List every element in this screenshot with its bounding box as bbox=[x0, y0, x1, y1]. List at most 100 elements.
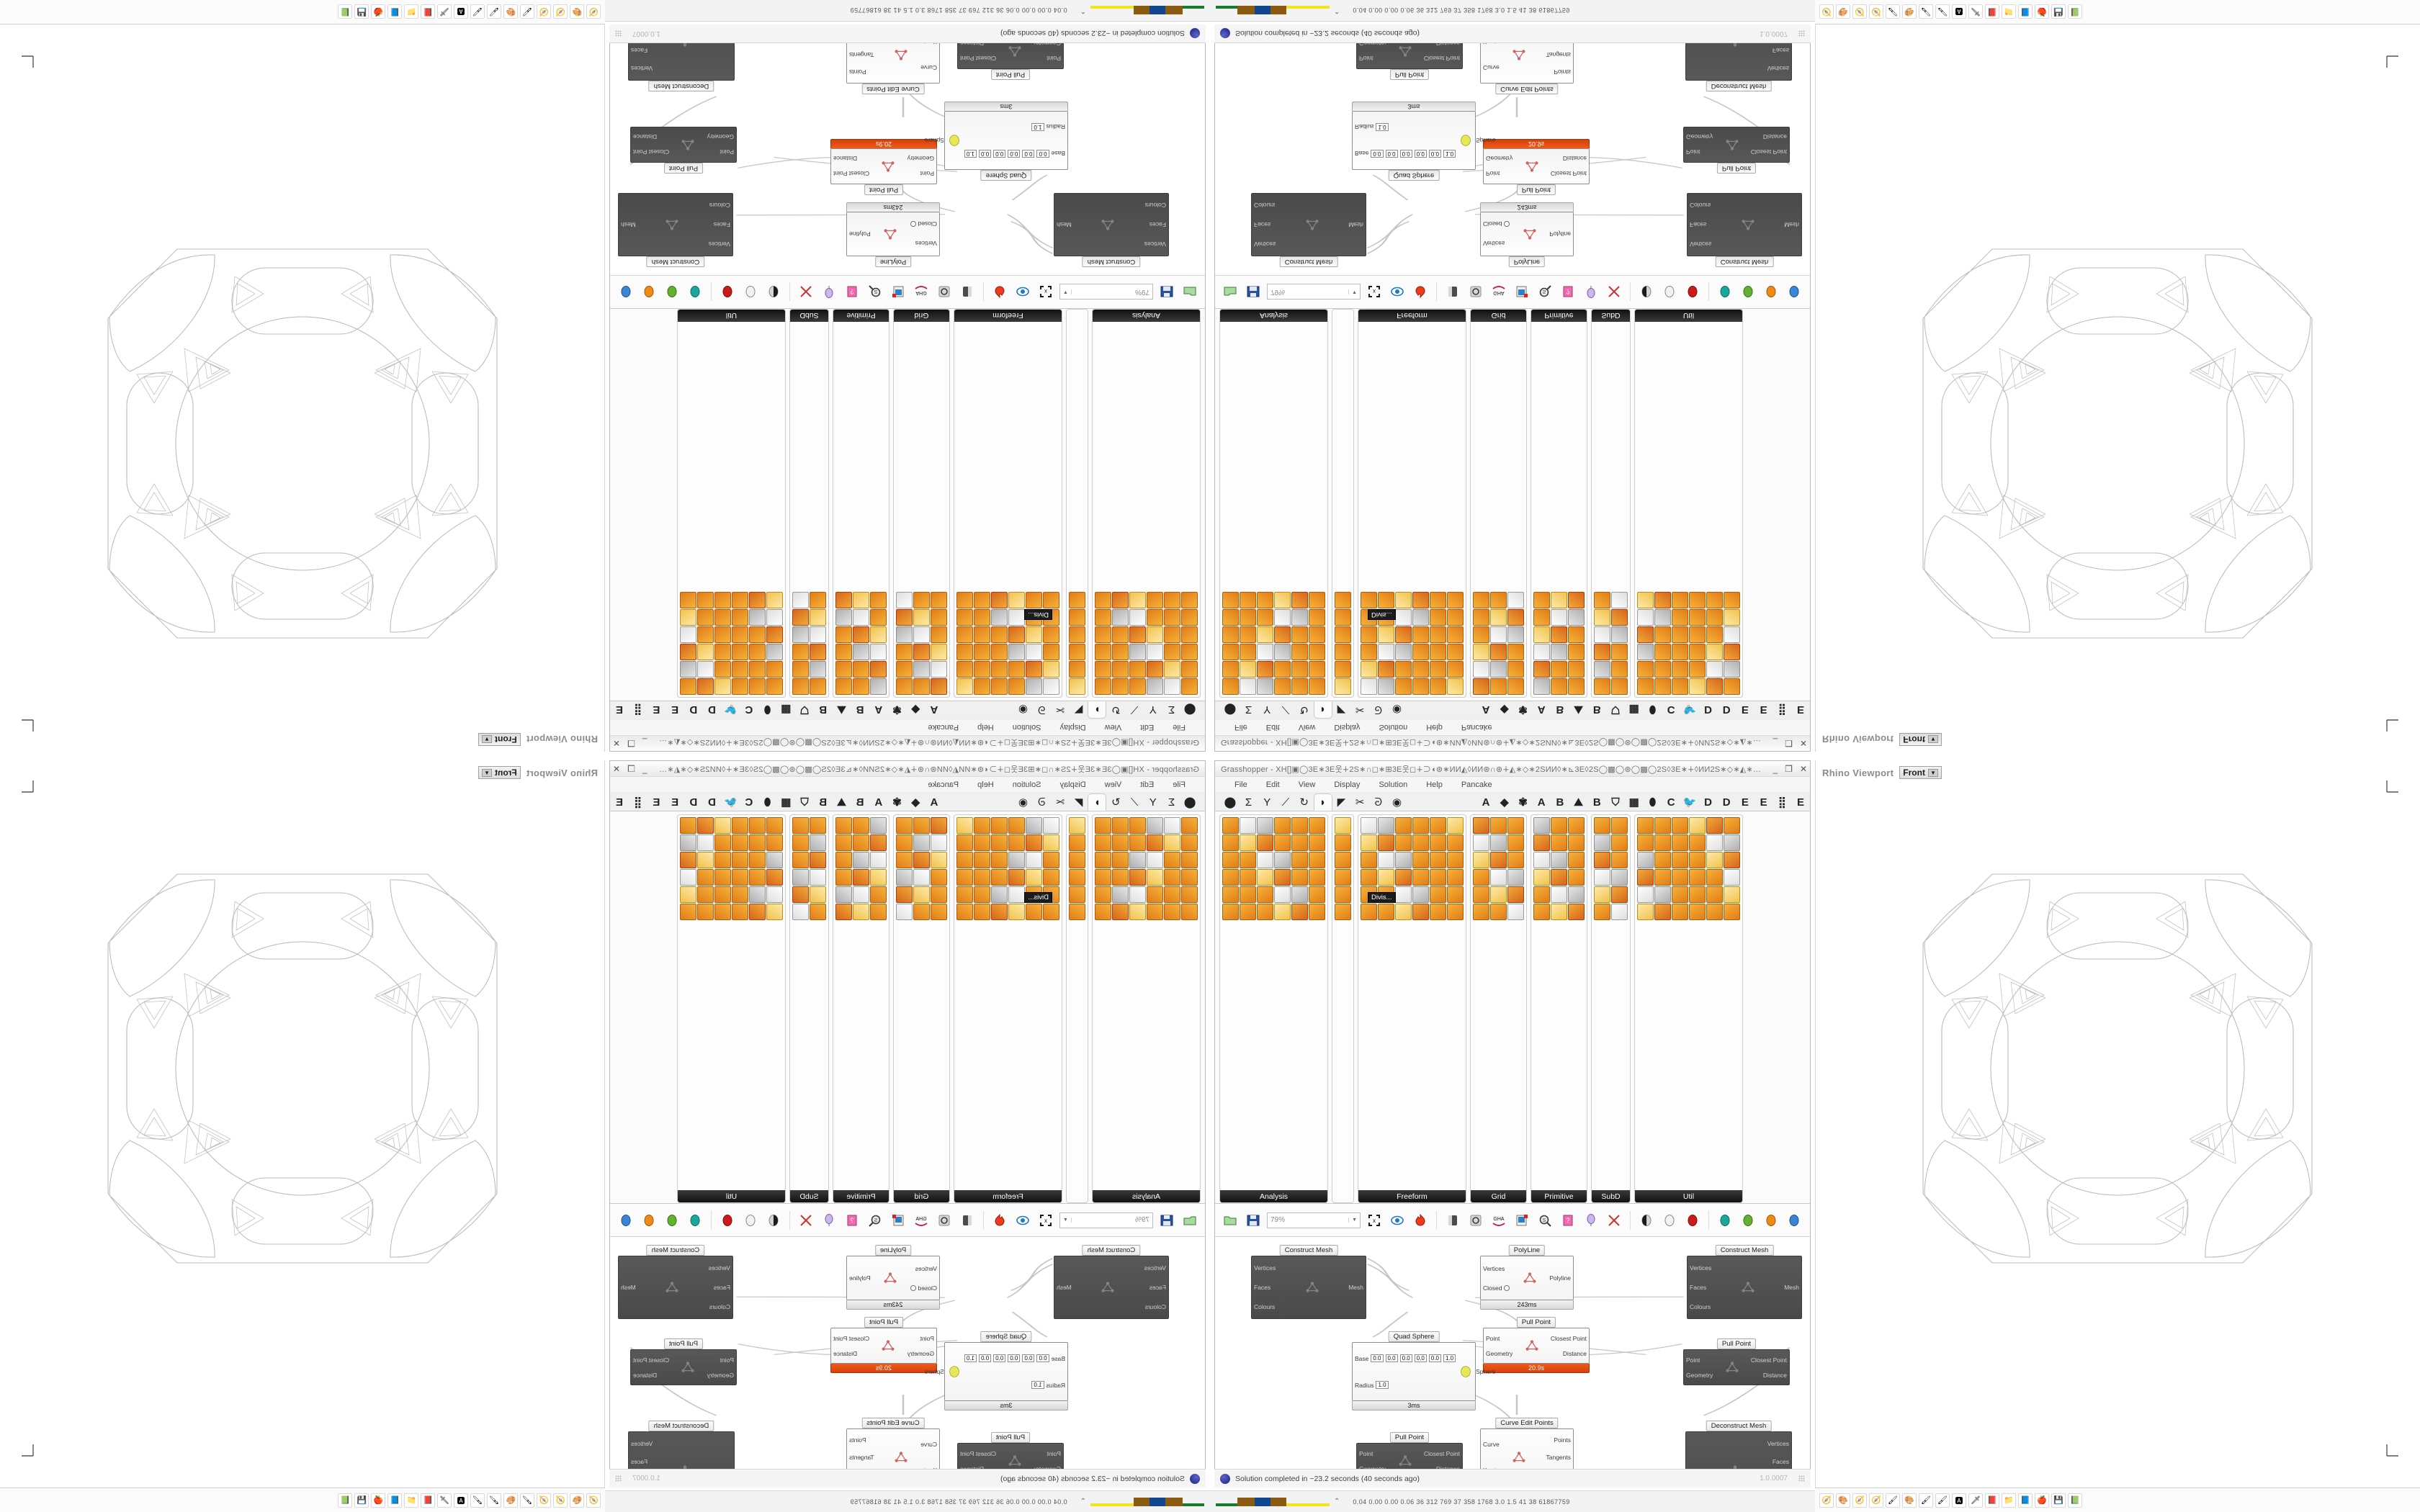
node-pull-point-1[interactable]: Pull Point Point Geometry Closest Point Dist… bbox=[1483, 1315, 1590, 1373]
sphere-black-icon[interactable] bbox=[764, 283, 783, 302]
tab-addon-e2[interactable]: E bbox=[653, 796, 660, 809]
zy-input[interactable]: 0.0 bbox=[979, 150, 992, 158]
component-icon[interactable] bbox=[1430, 852, 1446, 868]
tab-addon-b1[interactable]: B bbox=[856, 796, 864, 809]
component-icon[interactable] bbox=[1257, 661, 1273, 678]
component-icon[interactable] bbox=[853, 869, 869, 886]
component-icon[interactable] bbox=[1473, 817, 1489, 834]
component-icon[interactable] bbox=[896, 626, 913, 643]
component-icon[interactable] bbox=[1594, 626, 1610, 643]
component-icon[interactable] bbox=[1147, 661, 1163, 678]
component-icon[interactable] bbox=[896, 661, 913, 678]
output-port[interactable]: Distance bbox=[833, 156, 857, 163]
component-icon[interactable] bbox=[1147, 834, 1163, 851]
tab-addon-shield[interactable]: ⛉ bbox=[800, 796, 809, 809]
component-icon[interactable] bbox=[1309, 592, 1325, 608]
component-icon[interactable] bbox=[1689, 817, 1706, 834]
tab-curve-tab[interactable]: ↻ bbox=[1299, 703, 1309, 716]
node-body[interactable]: Base 0.0 0.0 0.0 0.0 0.0 1.0 Radius 1.0 Sphere bbox=[1352, 111, 1496, 170]
taskbar-icon[interactable]: 🅰 bbox=[454, 1493, 468, 1508]
taskbar-icon[interactable]: 📘 bbox=[2018, 1493, 2033, 1508]
taskbar-icon[interactable]: 🗡 bbox=[1968, 1493, 1983, 1508]
taskbar-icon[interactable]: 🗡 bbox=[437, 4, 452, 19]
component-icon[interactable] bbox=[835, 904, 852, 920]
node-pull-point-2[interactable]: Pull Point Point Geometry Closest Point Dist… bbox=[630, 1336, 737, 1385]
component-icon[interactable] bbox=[1222, 886, 1239, 903]
component-icon[interactable] bbox=[870, 904, 887, 920]
component-icon[interactable] bbox=[974, 626, 990, 643]
component-icon[interactable] bbox=[1473, 869, 1489, 886]
component-icon[interactable] bbox=[810, 644, 826, 660]
tab-addon-mountain[interactable]: ⛰ bbox=[1574, 703, 1583, 716]
component-icon[interactable] bbox=[697, 817, 714, 834]
tab-addon-a1[interactable]: A bbox=[1482, 703, 1490, 716]
tab-addon-blob[interactable]: ⬮ bbox=[763, 703, 771, 716]
component-icon[interactable] bbox=[1430, 592, 1446, 608]
output-port[interactable]: Vertices bbox=[1767, 1440, 1789, 1447]
tab-addon-a2[interactable]: A bbox=[874, 796, 883, 809]
input-port[interactable]: Point bbox=[1047, 1450, 1061, 1457]
component-icon[interactable] bbox=[1724, 609, 1740, 626]
component-icon[interactable] bbox=[1551, 869, 1567, 886]
component-icon[interactable] bbox=[1274, 644, 1291, 660]
zoom-extents-icon[interactable]: x bbox=[1036, 1211, 1055, 1230]
component-icon[interactable] bbox=[1724, 852, 1740, 868]
component-icon[interactable] bbox=[1008, 904, 1025, 920]
component-icon[interactable] bbox=[1568, 609, 1585, 626]
output-port[interactable]: Tangents bbox=[1546, 1454, 1572, 1461]
tab-transform-tab[interactable]: ᘒ bbox=[1037, 703, 1046, 716]
component-icon[interactable] bbox=[1240, 904, 1256, 920]
component-icon[interactable] bbox=[1724, 644, 1740, 660]
component-icon[interactable] bbox=[1026, 852, 1042, 868]
node-title[interactable]: Pull Point bbox=[1389, 1432, 1430, 1443]
taskbar-icon[interactable]: 📗 bbox=[338, 4, 352, 19]
component-icon[interactable] bbox=[1637, 904, 1654, 920]
component-icon[interactable] bbox=[870, 661, 887, 678]
preview-mesh-icon[interactable] bbox=[958, 1211, 977, 1230]
input-port[interactable]: Colours bbox=[1145, 1303, 1166, 1310]
component-icon[interactable] bbox=[1412, 904, 1429, 920]
component-icon[interactable] bbox=[1222, 626, 1239, 643]
component-icon[interactable] bbox=[766, 661, 783, 678]
taskbar-icon[interactable]: 🖌 bbox=[520, 4, 534, 19]
component-icon[interactable] bbox=[1335, 817, 1351, 834]
component-icon[interactable] bbox=[1291, 834, 1308, 851]
component-icon[interactable] bbox=[956, 644, 973, 660]
component-icon[interactable] bbox=[1129, 661, 1146, 678]
tab-display-tab[interactable]: ◉ bbox=[1392, 796, 1402, 809]
component-icon[interactable] bbox=[1361, 644, 1377, 660]
input-port[interactable]: Geometry bbox=[707, 1372, 734, 1379]
preview-mesh-icon[interactable] bbox=[1443, 1211, 1462, 1230]
output-port[interactable]: Closest Point bbox=[633, 149, 669, 156]
output-port[interactable]: Distance bbox=[833, 1350, 857, 1357]
component-icon[interactable] bbox=[1309, 644, 1325, 660]
component-icon[interactable] bbox=[1654, 904, 1671, 920]
component-icon[interactable] bbox=[1291, 869, 1308, 886]
component-icon[interactable] bbox=[1533, 834, 1550, 851]
ribbon-group-label[interactable]: Util bbox=[678, 310, 785, 322]
component-icon[interactable] bbox=[1637, 886, 1654, 903]
tab-addon-cloud[interactable]: ✾ bbox=[1518, 703, 1528, 716]
input-port[interactable]: Curve bbox=[920, 64, 937, 71]
component-icon[interactable] bbox=[1069, 852, 1085, 868]
taskbar-icon[interactable]: 🅰 bbox=[1952, 4, 1966, 19]
component-icon[interactable] bbox=[1309, 904, 1325, 920]
component-icon[interactable] bbox=[1724, 661, 1740, 678]
component-icon[interactable] bbox=[1257, 609, 1273, 626]
input-port[interactable]: Vertices bbox=[709, 1264, 730, 1272]
component-icon[interactable] bbox=[853, 886, 869, 903]
component-icon[interactable] bbox=[1654, 834, 1671, 851]
component-icon[interactable] bbox=[1008, 609, 1025, 626]
tab-addon-leaf[interactable]: ◆ bbox=[1500, 703, 1509, 716]
node-body[interactable]: Base 0.0 0.0 0.0 0.0 0.0 1.0 Radius 1.0 Sphere bbox=[924, 111, 1068, 170]
taskbar-icon[interactable]: 🎨 bbox=[570, 4, 584, 19]
preview-toggle-icon[interactable] bbox=[1013, 283, 1032, 302]
component-icon[interactable] bbox=[1611, 817, 1628, 834]
save-file-icon[interactable] bbox=[1244, 283, 1263, 302]
node-title[interactable]: Curve Edit Points bbox=[861, 1418, 925, 1428]
component-icon[interactable] bbox=[1551, 817, 1567, 834]
node-body[interactable]: Vertices Closed Polyline bbox=[846, 1256, 940, 1300]
component-icon[interactable] bbox=[1129, 678, 1146, 695]
